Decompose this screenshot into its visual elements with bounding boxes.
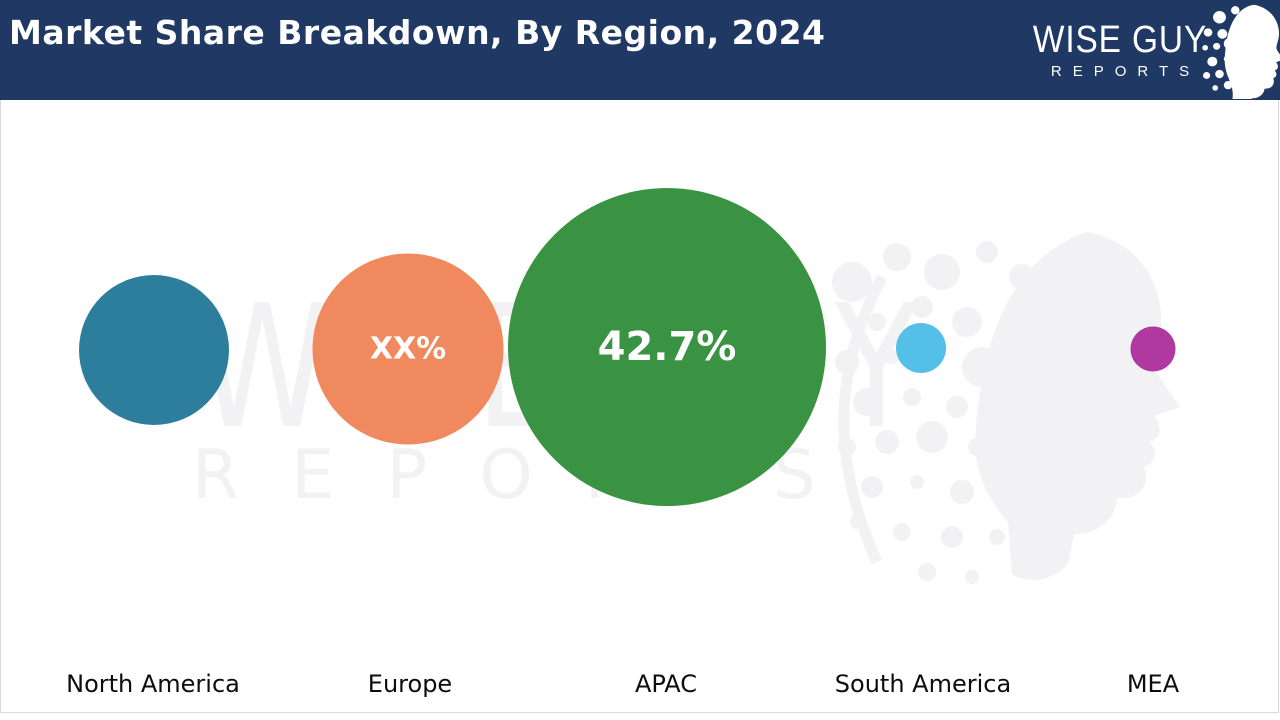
bubble-value-europe: XX% (369, 331, 447, 367)
bubble-south-america (896, 323, 946, 373)
bubble-north-america (79, 275, 229, 425)
bubble-europe: XX% (312, 253, 504, 445)
category-label-mea: MEA (1126, 670, 1180, 698)
category-label-south-america: South America (834, 670, 1012, 698)
header-bar: Market Share Breakdown, By Region, 2024 … (0, 0, 1280, 100)
logo-wordmark: WISE GUY (1032, 19, 1208, 61)
category-label-north-america: North America (66, 670, 240, 698)
bubble-apac: 42.7% (508, 188, 826, 506)
watermark-head-icon (832, 232, 1180, 584)
logo-subtext: REPORTS (1050, 62, 1201, 80)
logo-head-icon (1202, 4, 1280, 99)
bubble-value-apac: 42.7% (597, 324, 737, 370)
bubble-mea (1130, 326, 1176, 372)
brand-logo: WISE GUY REPORTS (1032, 19, 1208, 80)
page-title: Market Share Breakdown, By Region, 2024 (9, 13, 826, 52)
category-label-apac: APAC (634, 670, 698, 698)
category-label-europe: Europe (367, 670, 453, 698)
